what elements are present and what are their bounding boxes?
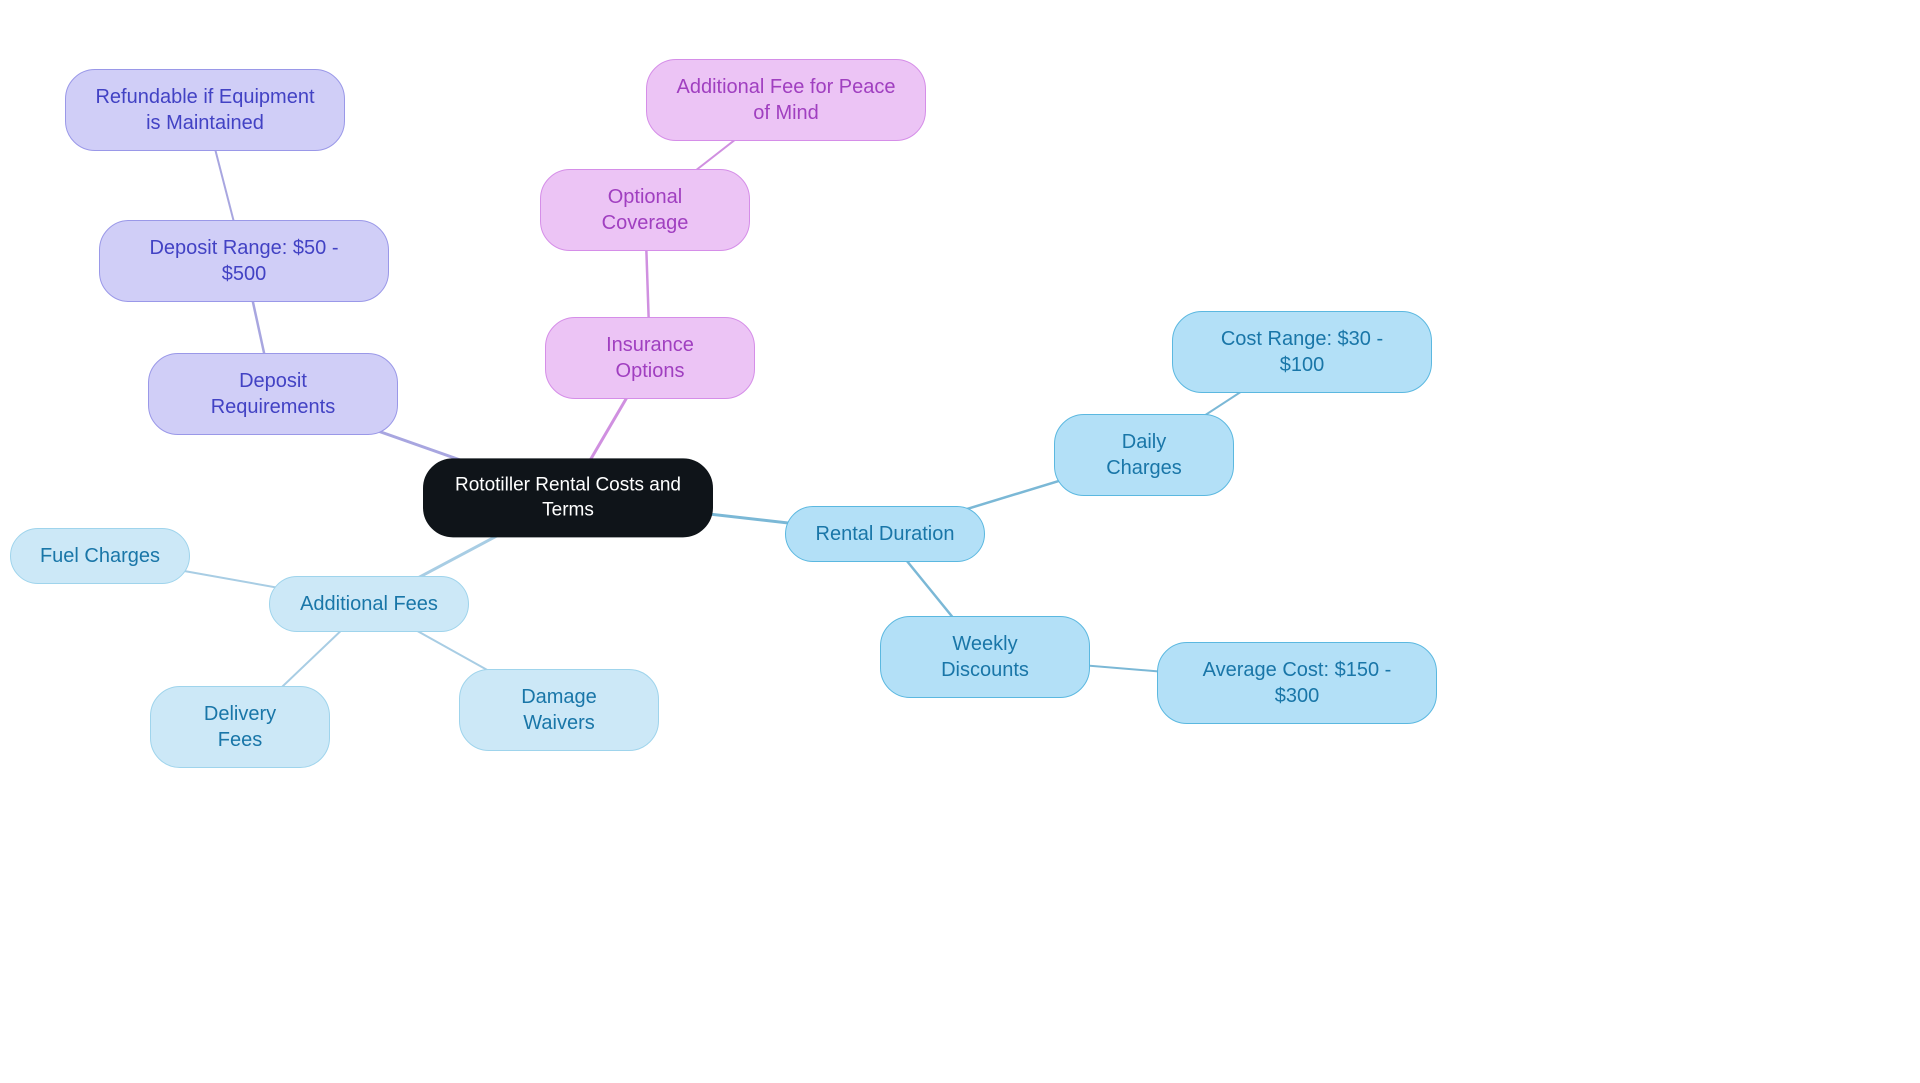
node-rental-duration: Rental Duration [785, 506, 985, 562]
node-additional-fees: Additional Fees [269, 576, 469, 632]
node-label: Deposit Requirements [177, 368, 369, 420]
node-label: Deposit Range: $50 - $500 [128, 235, 360, 287]
node-avg-cost: Average Cost: $150 - $300 [1157, 642, 1437, 724]
node-label: Average Cost: $150 - $300 [1186, 657, 1408, 709]
node-deposit-range: Deposit Range: $50 - $500 [99, 220, 389, 302]
node-cost-range: Cost Range: $30 - $100 [1172, 311, 1432, 393]
node-label: Additional Fees [300, 591, 438, 617]
node-delivery-fees: Delivery Fees [150, 686, 330, 768]
node-label: Delivery Fees [179, 701, 301, 753]
node-label: Daily Charges [1083, 429, 1205, 481]
node-root: Rototiller Rental Costs and Terms [423, 458, 713, 537]
node-label: Rototiller Rental Costs and Terms [452, 473, 684, 522]
node-insurance: Insurance Options [545, 317, 755, 399]
node-refundable: Refundable if Equipment is Maintained [65, 69, 345, 151]
node-label: Weekly Discounts [909, 631, 1061, 683]
node-fuel-charges: Fuel Charges [10, 528, 190, 584]
node-label: Damage Waivers [488, 684, 630, 736]
node-label: Rental Duration [816, 521, 955, 547]
node-label: Cost Range: $30 - $100 [1201, 326, 1403, 378]
node-weekly-discounts: Weekly Discounts [880, 616, 1090, 698]
node-damage-waivers: Damage Waivers [459, 669, 659, 751]
node-additional-fee-peace: Additional Fee for Peace of Mind [646, 59, 926, 141]
node-optional-coverage: Optional Coverage [540, 169, 750, 251]
node-daily-charges: Daily Charges [1054, 414, 1234, 496]
node-label: Refundable if Equipment is Maintained [94, 84, 316, 136]
node-deposit-req: Deposit Requirements [148, 353, 398, 435]
node-label: Fuel Charges [40, 543, 160, 569]
node-label: Insurance Options [574, 332, 726, 384]
node-label: Additional Fee for Peace of Mind [675, 74, 897, 126]
node-label: Optional Coverage [569, 184, 721, 236]
